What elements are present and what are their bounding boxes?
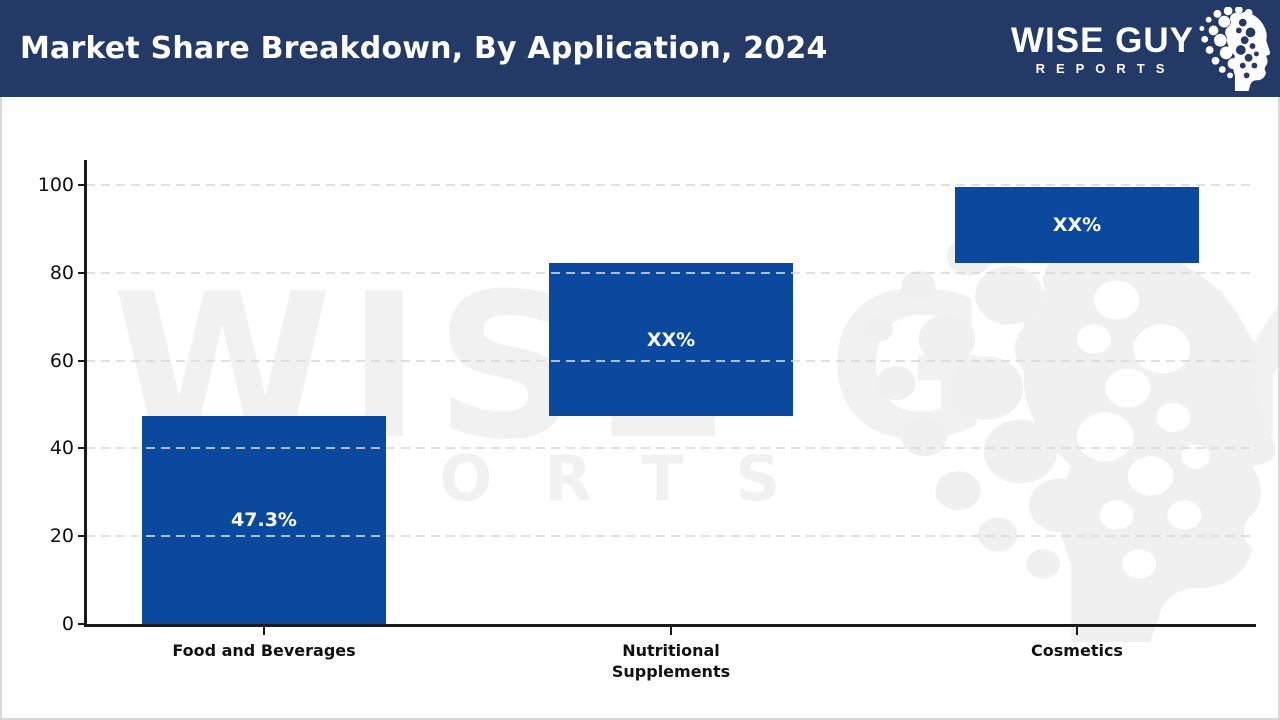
y-axis-tick: [78, 535, 86, 538]
header-bar: Market Share Breakdown, By Application, …: [0, 0, 1280, 97]
bar-segment: XX%: [549, 262, 793, 417]
wiseguy-logo-line1: WISE GUY: [1010, 20, 1194, 60]
wiseguy-logo: WISE GUY REPORTS: [1011, 4, 1270, 94]
bar-value-label: XX%: [646, 328, 696, 351]
wiseguy-logo-line2: REPORTS: [1035, 60, 1176, 76]
x-axis-tick: [1076, 627, 1078, 635]
y-axis-tick: [78, 447, 86, 450]
wiseguy-head-icon: [1199, 7, 1270, 91]
grid-line: [86, 359, 1256, 362]
y-axis-tick-label: 60: [49, 349, 74, 372]
bar-segment: 47.3%: [142, 416, 386, 624]
y-axis-tick-label: 20: [49, 525, 74, 548]
y-axis-tick-label: 40: [49, 437, 74, 460]
bar-value-label: XX%: [1052, 213, 1102, 236]
y-axis-tick: [78, 623, 86, 625]
y-axis-tick-label: 100: [37, 174, 74, 196]
chart-title: Market Share Breakdown, By Application, …: [20, 31, 828, 66]
grid-line: [86, 184, 1256, 186]
y-axis-tick: [78, 271, 86, 274]
y-axis-tick-label: 80: [49, 261, 74, 284]
x-axis-tick: [263, 627, 265, 635]
x-axis-tick: [670, 627, 672, 635]
x-axis-category-label: Nutritional Supplements: [611, 641, 731, 681]
watermark-head-graphic: [864, 222, 1275, 642]
x-axis-category-label: Food and Beverages: [172, 641, 356, 660]
x-axis-category-label: Cosmetics: [1031, 641, 1123, 660]
y-axis-line: [84, 160, 87, 627]
wiseguy-logo-text: WISE GUY REPORTS: [1011, 23, 1194, 76]
grid-line: [86, 447, 1256, 450]
bar-value-label: 47.3%: [231, 509, 297, 532]
grid-line: [86, 535, 1256, 538]
x-axis-line: [84, 624, 1256, 627]
y-axis-tick: [78, 359, 86, 362]
y-axis-tick: [78, 184, 86, 186]
bar-segment: XX%: [955, 186, 1199, 263]
grid-line: [86, 271, 1256, 274]
y-axis-tick-label: 0: [61, 613, 74, 635]
